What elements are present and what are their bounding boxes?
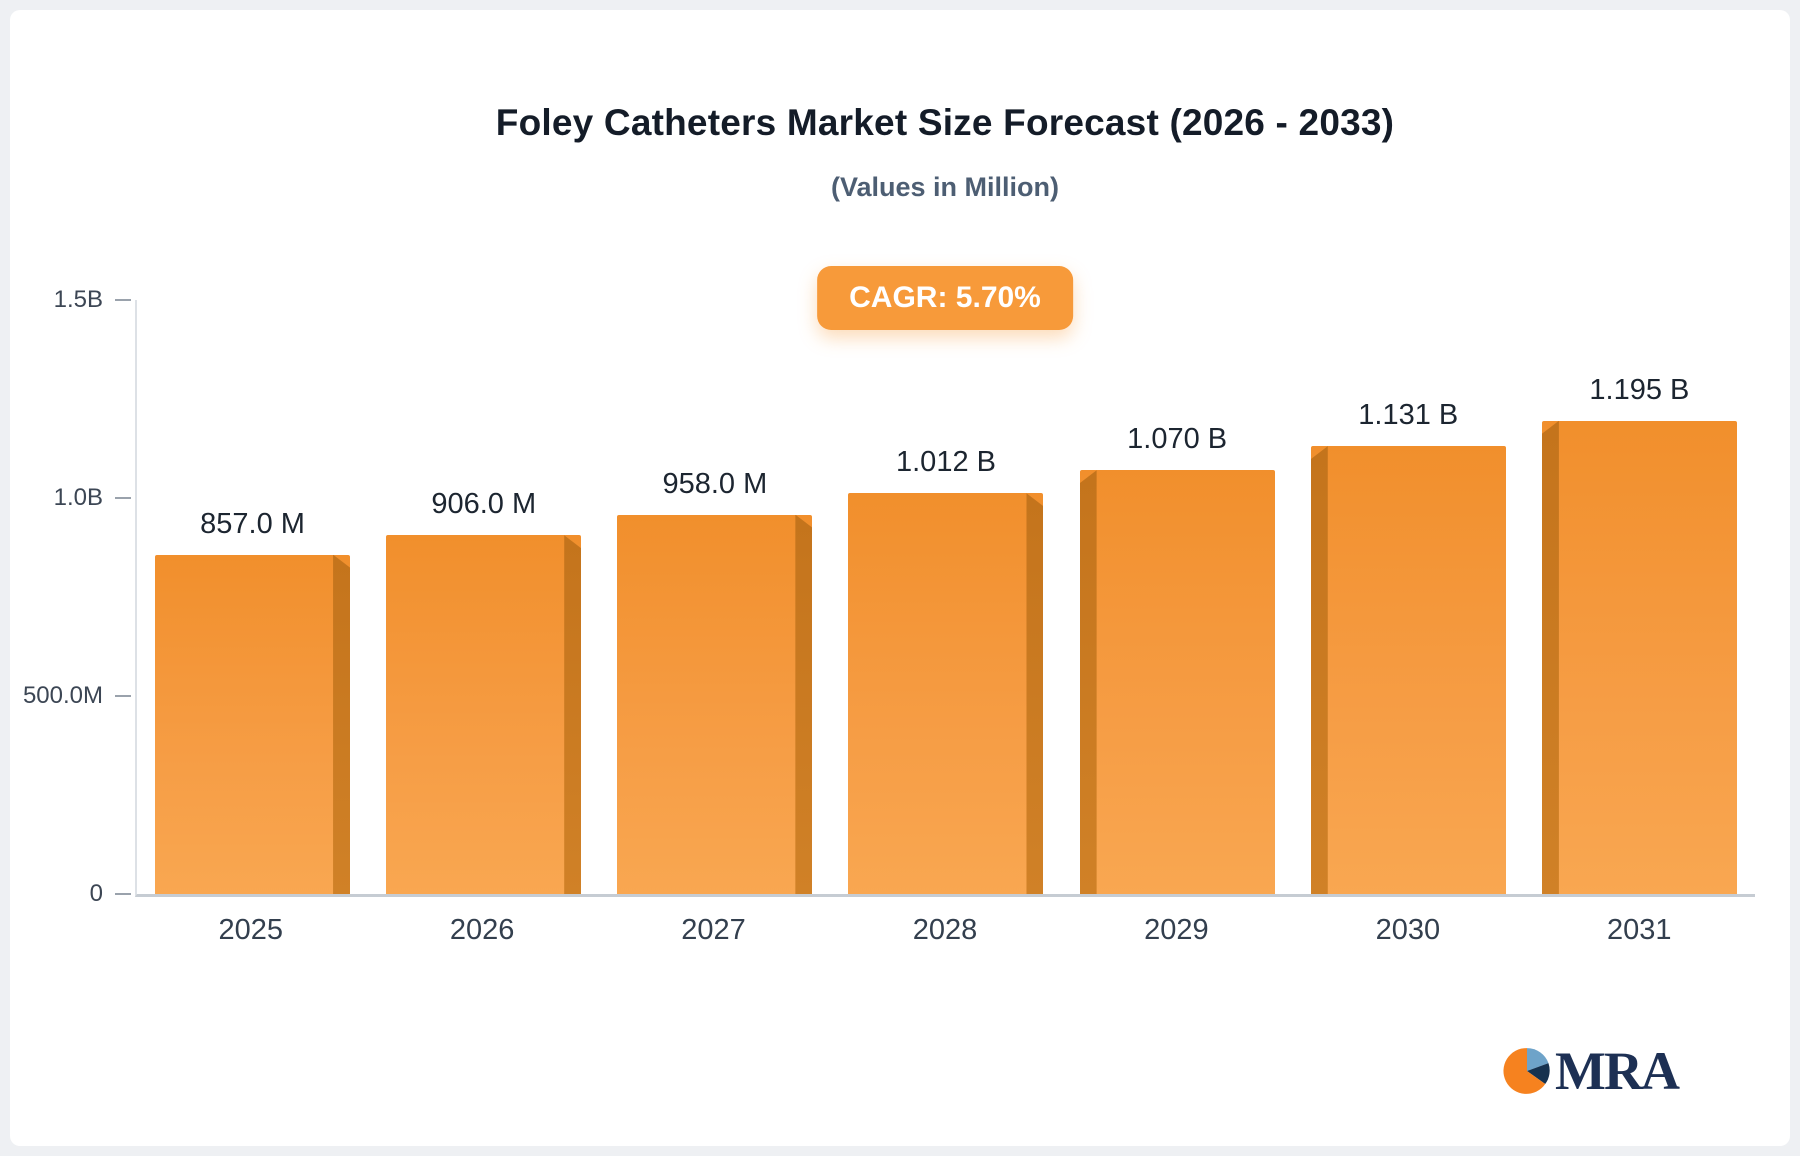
y-tick-label: 1.5B: [53, 286, 103, 313]
bar-value-label: 1.195 B: [1589, 373, 1690, 406]
x-axis-label-2030: 2030: [1375, 914, 1441, 946]
x-axis-label-2027: 2027: [681, 914, 746, 946]
bar-2030[interactable]: [1310, 446, 1506, 894]
y-tick-label: 0: [89, 880, 103, 907]
y-tick: 1.5B: [5, 286, 131, 314]
y-tick-label: 500.0M: [22, 682, 103, 709]
x-axis-label-2029: 2029: [1144, 914, 1209, 946]
bar-2026[interactable]: [386, 535, 582, 894]
x-axis-label-2031: 2031: [1606, 914, 1672, 946]
plot-area: 1.5B 1.0B 500.0M 0 857.0 M 906.0 M 958.0 M 1.0…: [23, 286, 1755, 907]
bar-value-label: 906.0 M: [431, 488, 537, 521]
mra-logo-pie-icon: [1502, 1046, 1552, 1096]
bar-slot: 1.131 B: [1293, 300, 1524, 894]
bar-slot: 906.0 M: [368, 300, 599, 894]
bar-2031[interactable]: [1541, 420, 1737, 894]
mra-logo-text: MRA: [1555, 1041, 1680, 1101]
bar-value-label: 1.070 B: [1127, 423, 1228, 456]
x-axis-labels: 2025 2026 2027 2028 2029 2030 2031: [135, 914, 1755, 947]
x-axis-label-2025: 2025: [218, 914, 283, 946]
bar-slot: 1.070 B: [1062, 300, 1293, 894]
bar-2027[interactable]: [617, 514, 813, 894]
bar-2025[interactable]: [155, 554, 351, 894]
y-tick-mark: [115, 695, 131, 697]
y-tick-label: 1.0B: [53, 484, 103, 511]
y-tick-mark: [115, 893, 131, 895]
bars: 857.0 M 906.0 M 958.0 M 1.012 B 1.070 B 1.131…: [137, 300, 1755, 894]
bar-2029[interactable]: [1079, 470, 1275, 894]
bar-2028[interactable]: [848, 493, 1044, 894]
mra-logo[interactable]: MRA: [1502, 1041, 1680, 1101]
bar-slot: 857.0 M: [137, 300, 368, 894]
chart-subtitle: (Values in Million): [830, 172, 1060, 202]
chart-title: Foley Catheters Market Size Forecast (20…: [495, 102, 1395, 143]
y-tick-mark: [115, 497, 131, 499]
bar-slot: 1.195 B: [1524, 300, 1755, 894]
y-tick: 0: [5, 880, 131, 908]
bar-value-label: 958.0 M: [662, 467, 768, 500]
bar-value-label: 1.131 B: [1358, 399, 1459, 432]
bar-value-label: 1.012 B: [896, 446, 996, 479]
y-tick: 1.0B: [5, 484, 131, 512]
bar-slot: 1.012 B: [830, 300, 1061, 894]
y-tick: 500.0M: [5, 682, 131, 710]
x-axis-label-2028: 2028: [912, 914, 978, 946]
y-tick-mark: [115, 299, 131, 301]
cagr-badge: CAGR: 5.70%: [817, 266, 1073, 330]
x-axis-label-2026: 2026: [449, 914, 515, 946]
bar-value-label: 857.0 M: [200, 507, 305, 540]
chart-card: Foley Catheters Market Size Forecast (20…: [10, 10, 1790, 1146]
bar-slot: 958.0 M: [599, 300, 830, 894]
